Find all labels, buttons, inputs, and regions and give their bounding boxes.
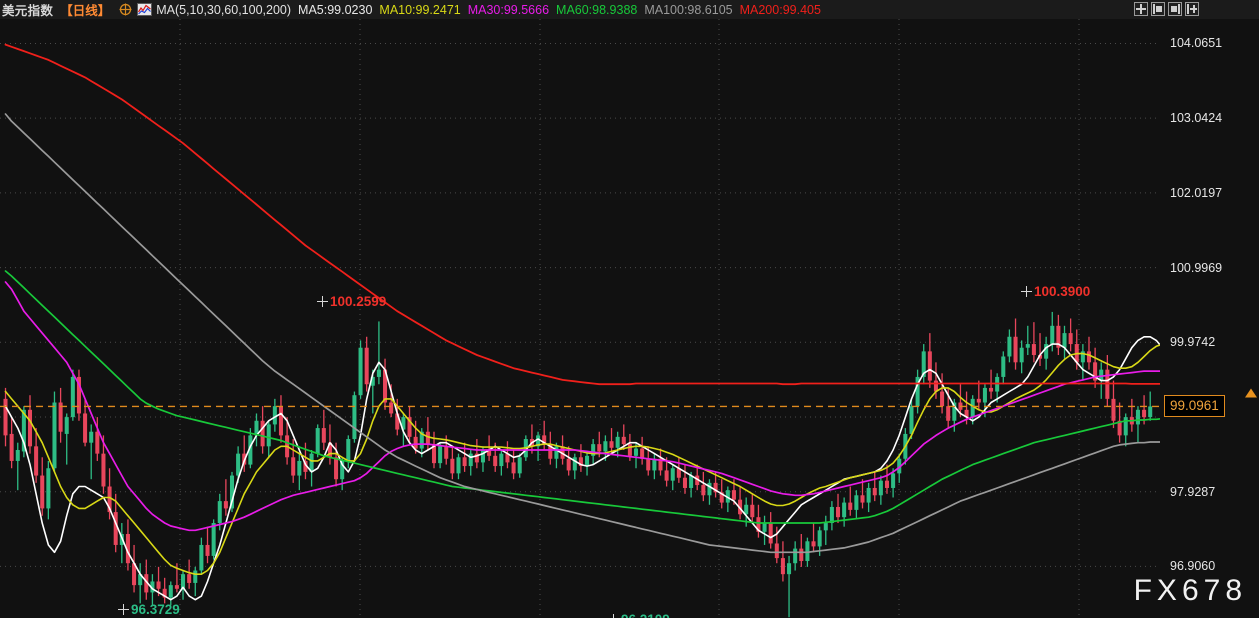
watermark: FX678 [1133,574,1247,607]
last-price-arrow-icon [1245,388,1257,398]
price-axis-label: 104.0651 [1170,36,1223,51]
price-axis-label: 97.9287 [1170,484,1216,499]
swing-low-left: 96.3729 [131,602,180,617]
swing-low-left-marker [118,604,129,615]
swing-low-right: 96.2109 [621,612,670,618]
ma100-value: MA100:98.6105 [644,2,733,17]
ma10-value: MA10:99.2471 [379,2,461,17]
ma-line-ma200 [4,43,1160,386]
price-axis-label: 100.9969 [1170,260,1223,275]
price-axis-label: 96.9060 [1170,559,1216,574]
ma-line-ma100 [4,113,1160,554]
candlestick-chart-area[interactable] [0,19,1160,618]
swing-low-right-marker [608,614,619,618]
jump-right-icon[interactable] [1168,2,1182,16]
moving-average-lines [4,43,1160,601]
swing-high-right: 100.3900 [1034,284,1091,299]
price-axis[interactable]: 104.0651 103.0424 102.0197 100.9969 99.9742 9… [1160,19,1259,618]
swing-high-left: 100.2599 [330,294,387,309]
price-axis-label: 103.0424 [1170,111,1223,126]
last-price-tag[interactable]: 99.0961 [1164,395,1225,418]
ma-line-ma60 [4,270,1160,524]
symbol-period: 【日线】 [60,4,111,18]
chart-toolbar [1134,2,1199,16]
ma-line-ma30 [4,281,1160,532]
move-crosshair-icon[interactable] [1134,2,1148,16]
swing-high-right-marker [1021,286,1032,297]
ma5-value: MA5:99.0230 [298,2,373,17]
indicator-chart-icon[interactable] [137,3,153,16]
ma-line-ma10 [4,344,1160,576]
symbol-name: 美元指数 [2,4,54,18]
ma200-value: MA200:99.405 [739,2,821,17]
ma30-value: MA30:99.5666 [467,2,550,17]
ma60-value: MA60:98.9388 [556,2,638,17]
price-axis-label: 102.0197 [1170,185,1223,200]
jump-left-icon[interactable] [1151,2,1165,16]
ma-definition-label: MA(5,10,30,60,100,200) [156,2,292,17]
chart-header-bar: 美元指数 【日线】 MA(5,10,30,60,100,200) MA5:99.… [0,0,1259,19]
swing-high-left-marker [317,296,328,307]
crosshair-circle-icon[interactable] [119,3,132,16]
candle-series [3,311,1153,618]
exit-icon[interactable] [1185,2,1199,16]
price-axis-label: 99.9742 [1170,335,1216,350]
gridlines [0,19,1160,618]
chart-canvas [0,19,1160,618]
